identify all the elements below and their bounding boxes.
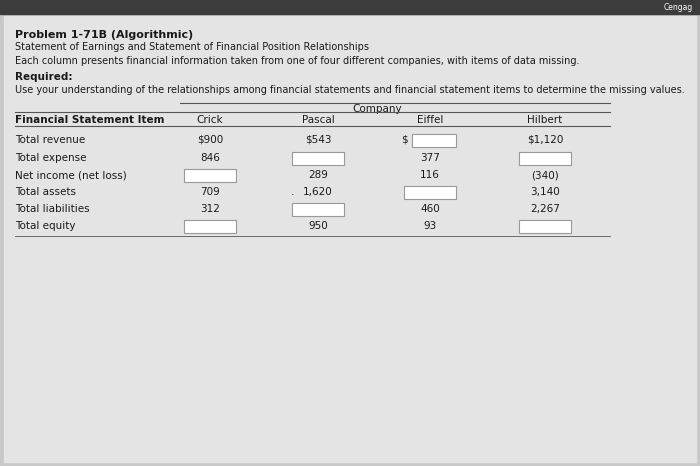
Text: Company: Company: [353, 104, 402, 114]
Bar: [292, 151, 344, 164]
Bar: [519, 219, 571, 233]
Text: 2,267: 2,267: [530, 204, 560, 214]
Text: Required:: Required:: [15, 72, 73, 82]
Bar: [0, 0, 700, 14]
Text: Total expense: Total expense: [15, 153, 87, 163]
Text: .: .: [291, 187, 295, 197]
Text: $900: $900: [197, 135, 223, 145]
Text: Financial Statement Item: Financial Statement Item: [15, 115, 164, 125]
Text: $543: $543: [304, 135, 331, 145]
Text: Crick: Crick: [197, 115, 223, 125]
Text: Total equity: Total equity: [15, 221, 76, 231]
Text: Total liabilities: Total liabilities: [15, 204, 90, 214]
Text: 3,140: 3,140: [530, 187, 560, 197]
Text: Total assets: Total assets: [15, 187, 76, 197]
Text: Use your understanding of the relationships among financial statements and finan: Use your understanding of the relationsh…: [15, 85, 685, 95]
Bar: [292, 203, 344, 215]
Text: Each column presents financial information taken from one of four different comp: Each column presents financial informati…: [15, 56, 580, 66]
Text: (340): (340): [531, 170, 559, 180]
Text: Hilbert: Hilbert: [527, 115, 563, 125]
Text: $: $: [401, 135, 408, 145]
Bar: [412, 133, 456, 146]
Text: Total revenue: Total revenue: [15, 135, 85, 145]
Text: Pascal: Pascal: [302, 115, 335, 125]
Text: 846: 846: [200, 153, 220, 163]
Text: 709: 709: [200, 187, 220, 197]
Text: 116: 116: [420, 170, 440, 180]
Text: 312: 312: [200, 204, 220, 214]
Bar: [519, 151, 571, 164]
Text: Problem 1-71B (Algorithmic): Problem 1-71B (Algorithmic): [15, 30, 193, 40]
Text: 289: 289: [308, 170, 328, 180]
Text: 377: 377: [420, 153, 440, 163]
Text: 93: 93: [424, 221, 437, 231]
Text: 460: 460: [420, 204, 440, 214]
Bar: [184, 169, 236, 181]
Text: Statement of Earnings and Statement of Financial Position Relationships: Statement of Earnings and Statement of F…: [15, 42, 369, 52]
Text: Net income (net loss): Net income (net loss): [15, 170, 127, 180]
Text: 1,620: 1,620: [303, 187, 333, 197]
Text: $1,120: $1,120: [527, 135, 564, 145]
Text: 950: 950: [308, 221, 328, 231]
Text: Cengag: Cengag: [664, 2, 693, 12]
Text: Eiffel: Eiffel: [416, 115, 443, 125]
Bar: [404, 185, 456, 199]
Bar: [184, 219, 236, 233]
